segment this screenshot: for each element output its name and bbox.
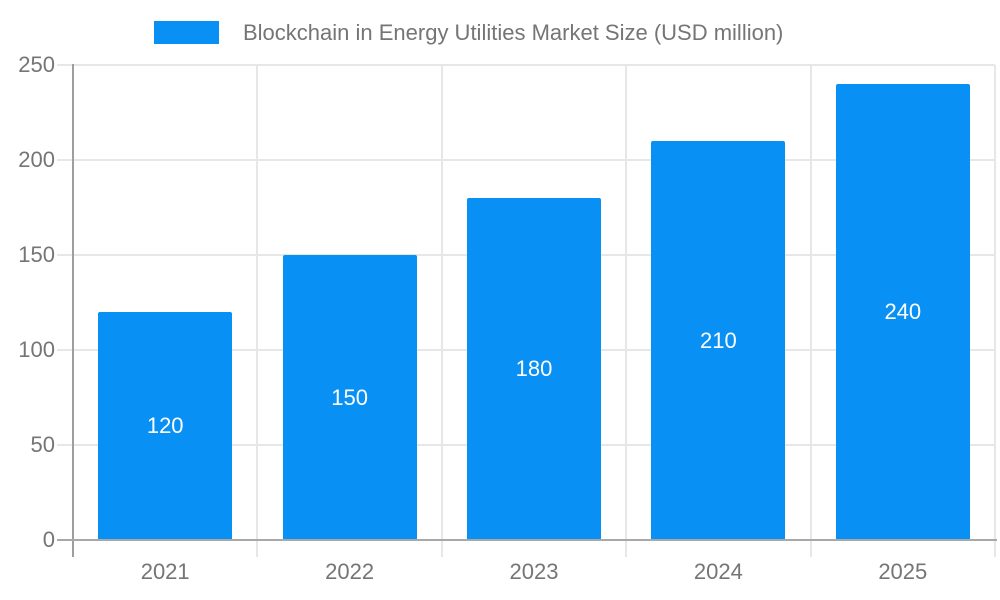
bar-2025	[835, 84, 970, 540]
legend-swatch-icon	[154, 21, 219, 44]
x-axis-tick-label: 2023	[509, 559, 559, 584]
x-axis-tick-label: 2024	[693, 559, 743, 584]
bar-value-label: 150	[331, 384, 368, 410]
x-axis-tick-label: 2021	[140, 559, 190, 584]
x-gridline	[994, 65, 996, 557]
y-gridline	[57, 159, 995, 161]
bar-2021	[98, 312, 233, 540]
y-axis-tick-label: 100	[18, 337, 55, 362]
bar-value-label: 240	[884, 299, 922, 324]
x-gridline	[625, 65, 628, 557]
x-axis-tick-label: 2022	[325, 559, 375, 584]
y-axis-line	[72, 64, 74, 557]
x-axis-tick-label: 2025	[878, 559, 928, 584]
x-gridline	[809, 65, 812, 557]
y-axis-tick-label: 150	[18, 242, 55, 267]
bar-2023	[466, 198, 602, 540]
bar-value-label: 180	[515, 356, 553, 381]
legend-label: Blockchain in Energy Utilities Market Si…	[243, 20, 784, 45]
x-gridline	[440, 65, 443, 557]
bar-2022	[282, 255, 417, 540]
y-axis-tick-label: 250	[18, 52, 55, 77]
x-gridline	[256, 65, 259, 557]
y-gridline	[57, 64, 995, 66]
bar-2024	[651, 141, 786, 540]
y-axis-tick-label: 200	[18, 147, 55, 172]
bar-value-label: 210	[700, 327, 737, 353]
bar-value-label: 120	[146, 413, 184, 438]
x-axis-baseline	[57, 539, 997, 541]
y-axis-tick-label: 50	[30, 432, 55, 457]
y-axis-tick-label: 0	[42, 527, 55, 552]
